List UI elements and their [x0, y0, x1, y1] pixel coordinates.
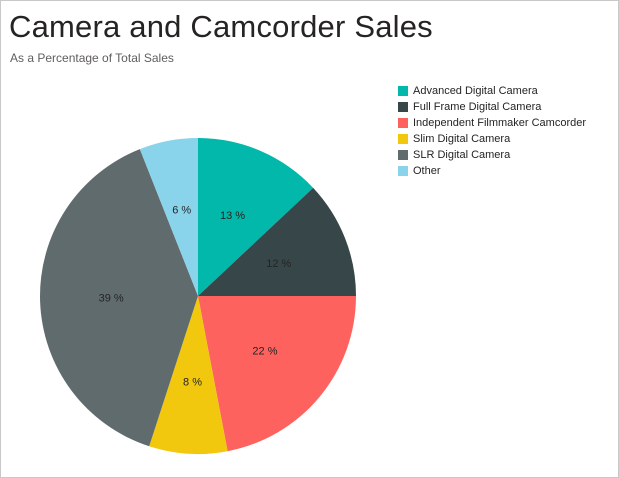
chart-subtitle: As a Percentage of Total Sales [10, 51, 174, 65]
legend-label: Independent Filmmaker Camcorder [413, 117, 587, 129]
legend-item-full-frame-digital-camera[interactable]: Full Frame Digital Camera [398, 101, 586, 113]
legend-item-independent-filmmaker-camcorder[interactable]: Independent Filmmaker Camcorder [398, 117, 586, 129]
pie-slice-label: 22 % [252, 345, 277, 357]
legend-swatch [398, 118, 408, 128]
pie-slice-slim-digital-camera[interactable] [149, 296, 228, 455]
legend-item-slim-digital-camera[interactable]: Slim Digital Camera [398, 133, 586, 145]
pie-slice-label: 12 % [266, 258, 291, 270]
pie-slice-full-frame-digital-camera[interactable] [198, 187, 356, 296]
pie-chart: 13 % 12 % 22 % 8 % 39 % 6 % [40, 138, 356, 455]
legend-swatch [398, 86, 408, 96]
legend-swatch [398, 150, 408, 160]
pie-slice-label: 39 % [99, 293, 124, 305]
legend-swatch [398, 166, 408, 176]
legend-label: Full Frame Digital Camera [413, 101, 542, 113]
legend-item-advanced-digital-camera[interactable]: Advanced Digital Camera [398, 85, 586, 97]
pie-slice-other[interactable] [139, 138, 198, 296]
legend: Advanced Digital Camera Full Frame Digita… [398, 85, 586, 177]
pie-slice-label: 6 % [172, 205, 191, 217]
pie-slice-slr-digital-camera[interactable] [40, 149, 198, 447]
pie-slice-label: 8 % [183, 377, 202, 389]
legend-item-slr-digital-camera[interactable]: SLR Digital Camera [398, 149, 586, 161]
legend-label: Other [413, 165, 441, 177]
legend-swatch [398, 134, 408, 144]
legend-label: Advanced Digital Camera [413, 85, 538, 97]
chart-title: Camera and Camcorder Sales [9, 9, 433, 44]
legend-label: SLR Digital Camera [413, 149, 511, 161]
legend-label: Slim Digital Camera [413, 133, 511, 145]
pie-slice-advanced-digital-camera[interactable] [198, 138, 314, 296]
pie-slice-label: 13 % [220, 210, 245, 222]
legend-swatch [398, 102, 408, 112]
legend-item-other[interactable]: Other [398, 165, 586, 177]
pie-slice-independent-filmmaker-camcorder[interactable] [198, 296, 356, 452]
